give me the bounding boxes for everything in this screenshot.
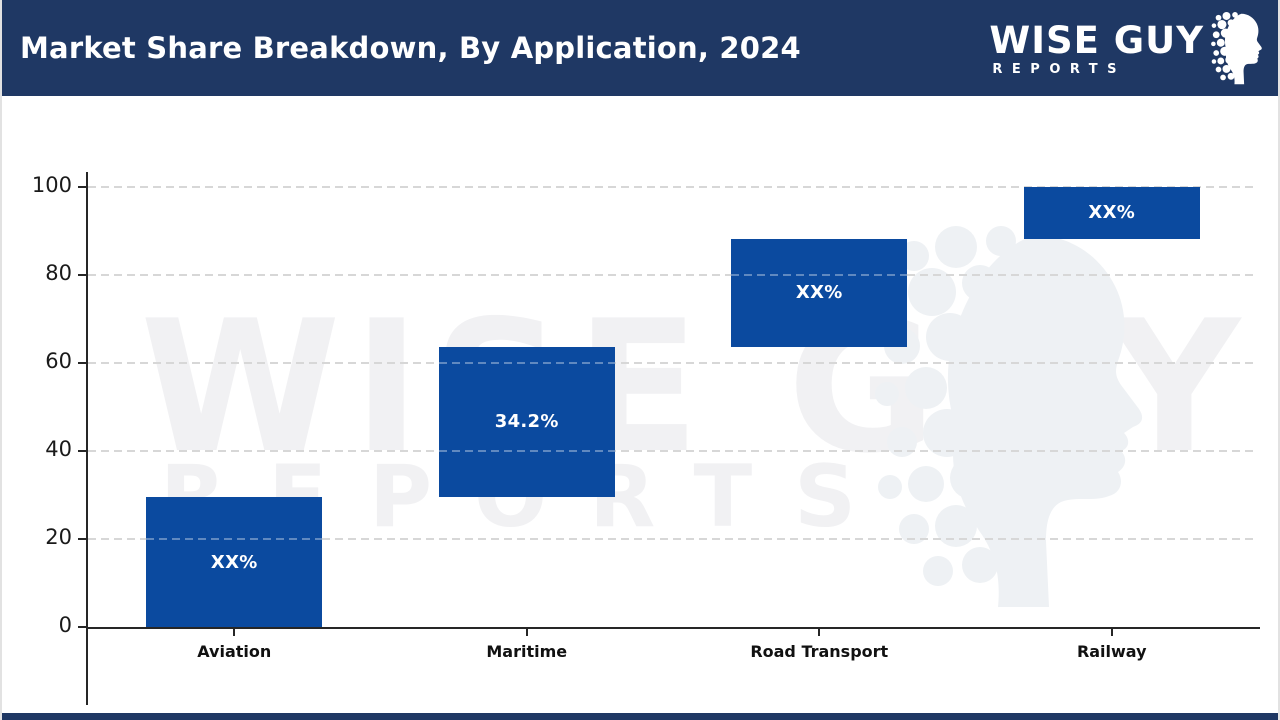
x-tick [818, 627, 821, 636]
wiseguy-head-icon [1211, 12, 1262, 85]
y-tick-label: 100 [31, 173, 72, 197]
header-bar: Market Share Breakdown, By Application, … [0, 0, 1280, 96]
y-tick [78, 450, 88, 452]
gridline-overlay [731, 274, 908, 276]
y-tick [78, 274, 88, 276]
bar: XX% [731, 238, 908, 347]
x-axis-spine [86, 627, 1260, 629]
bar: XX% [1023, 187, 1200, 239]
y-axis-spine [86, 172, 88, 705]
y-tick-label: 60 [45, 349, 72, 373]
x-tick [525, 627, 528, 636]
logo-subtitle: REPORTS [992, 62, 1127, 77]
y-tick-label: 20 [45, 525, 72, 549]
gridline-overlay [438, 362, 615, 364]
bar-value-label: XX% [1088, 202, 1136, 224]
wiseguy-logo: WISE GUY REPORTS [989, 10, 1268, 88]
gridline [88, 274, 1258, 276]
bar-value-label: XX% [795, 282, 843, 304]
footer-bar [0, 713, 1280, 720]
y-tick [78, 362, 88, 364]
y-tick [78, 538, 88, 540]
bar: 34.2% [438, 346, 615, 498]
bar: XX% [146, 497, 323, 627]
x-tick [233, 627, 236, 636]
y-tick-label: 40 [45, 437, 72, 461]
x-tick-label: Maritime [486, 642, 568, 661]
x-tick [1110, 627, 1113, 636]
x-tick-label: Road Transport [750, 642, 889, 661]
bar-value-label: XX% [210, 551, 258, 573]
logo-text: WISE GUY REPORTS [989, 22, 1204, 76]
x-tick-label: Aviation [197, 642, 272, 661]
chart-region: WISE GUY REPORTS XX%34.2%XX%XX% 02040608… [0, 96, 1280, 713]
plot-area: XX% 34.2% XX% XX% [88, 186, 1258, 627]
x-tick-label: Railway [1076, 642, 1147, 661]
gridline [88, 186, 1258, 188]
gridline [88, 538, 1258, 540]
gridline-overlay [438, 450, 615, 452]
y-tick [78, 626, 88, 628]
gridline-overlay [146, 538, 323, 540]
y-tick-label: 0 [58, 613, 72, 637]
chart-title: Market Share Breakdown, By Application, … [20, 31, 801, 65]
y-tick [78, 186, 88, 188]
gridline [88, 362, 1258, 364]
bar-value-label: 34.2% [494, 411, 559, 433]
y-tick-label: 80 [45, 261, 72, 285]
logo-wordmark: WISE GUY [989, 19, 1204, 62]
gridline [88, 450, 1258, 452]
